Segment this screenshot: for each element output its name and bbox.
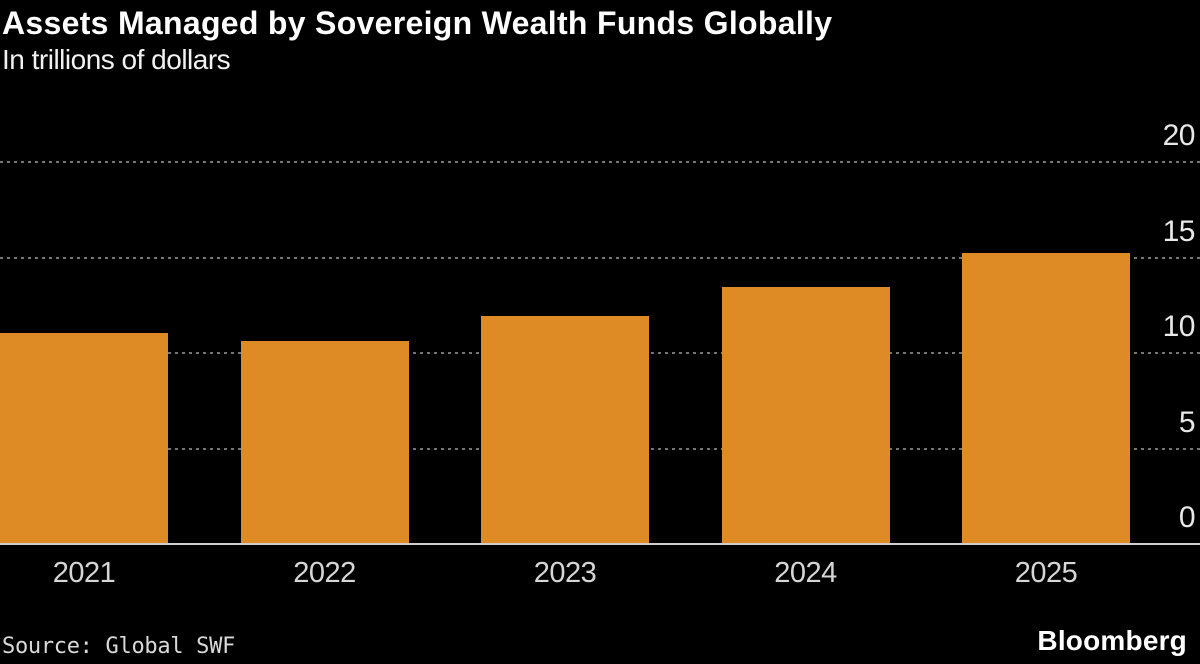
y-tick-label-20: 20 xyxy=(1162,119,1196,152)
x-tick-label-2023: 2023 xyxy=(533,557,597,589)
source-attribution: Source: Global SWF xyxy=(2,634,236,659)
bar-2022 xyxy=(240,340,409,543)
bar-series xyxy=(0,161,1130,543)
x-axis-labels: 2021 2022 2023 2024 2025 xyxy=(0,556,1130,590)
x-tick-label-2025: 2025 xyxy=(1014,557,1078,589)
chart-subtitle: In trillions of dollars xyxy=(2,44,231,75)
bar-2025 xyxy=(962,252,1130,543)
bar-2023 xyxy=(481,315,649,543)
x-tick-label-2024: 2024 xyxy=(774,557,837,589)
plot-area: 0 5 10 15 20 xyxy=(0,121,1200,545)
bar-2024 xyxy=(721,287,890,543)
gridline-20 xyxy=(0,161,1200,163)
bar-2021 xyxy=(0,332,168,543)
x-tick-label-2022: 2022 xyxy=(293,557,356,589)
y-tick-label-0: 0 xyxy=(1178,501,1196,534)
x-axis-line xyxy=(0,543,1200,545)
chart-title: Assets Managed by Sovereign Wealth Funds… xyxy=(2,5,833,41)
y-tick-label-5: 5 xyxy=(1178,405,1196,439)
bloomberg-logo: Bloomberg xyxy=(1037,625,1187,656)
gridline-15 xyxy=(0,256,1200,259)
y-tick-label-15: 15 xyxy=(1162,214,1196,248)
x-tick-label-2021: 2021 xyxy=(52,557,116,589)
y-tick-label-10: 10 xyxy=(1162,310,1196,343)
